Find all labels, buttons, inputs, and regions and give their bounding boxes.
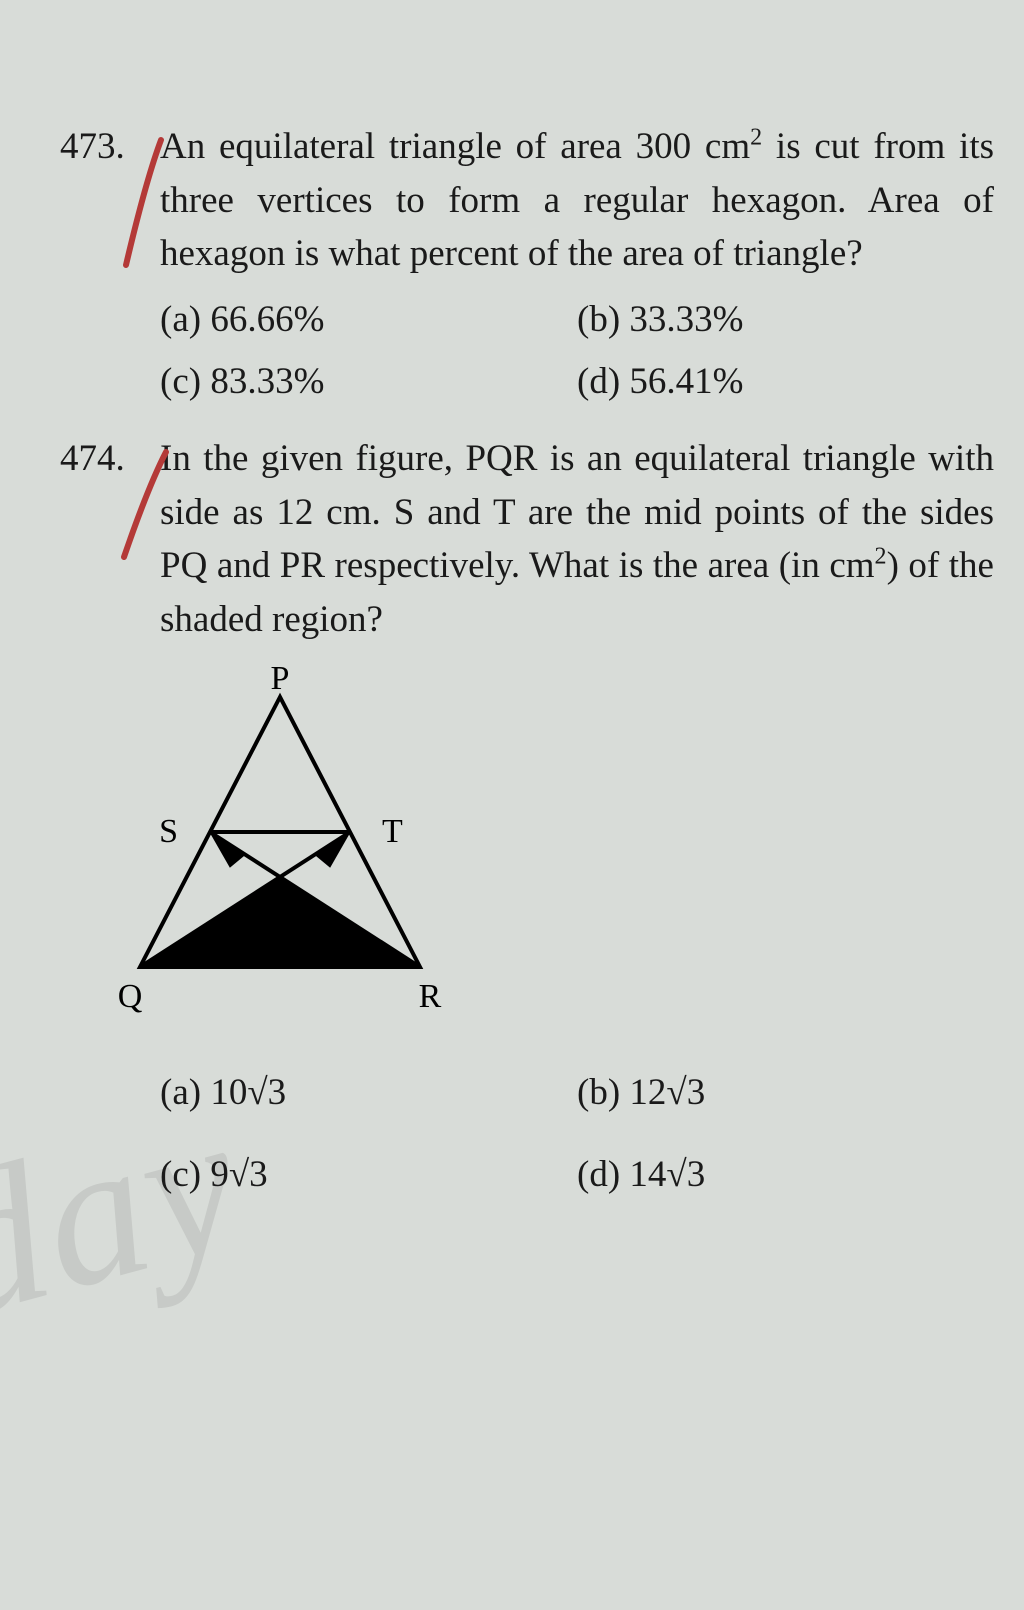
question-474-text: In the given figure, PQR is an equilater… bbox=[160, 432, 994, 647]
question-474: 474. In the given figure, PQR is an equi… bbox=[60, 432, 994, 1205]
figure-label-t: T bbox=[382, 813, 403, 850]
question-474-number: 474. bbox=[60, 432, 160, 486]
figure-label-q: Q bbox=[118, 978, 143, 1015]
option-474-b: (b) 12√3 bbox=[577, 1062, 994, 1124]
question-473: 473. An equilateral triangle of area 300… bbox=[60, 120, 994, 412]
question-473-options: (a) 66.66% (b) 33.33% (c) 83.33% (d) 56.… bbox=[160, 289, 994, 412]
option-474-a: (a) 10√3 bbox=[160, 1062, 577, 1124]
option-474-c: (c) 9√3 bbox=[160, 1144, 577, 1206]
option-473-a: (a) 66.66% bbox=[160, 289, 577, 351]
triangle-figure: P S T Q R bbox=[100, 667, 994, 1043]
figure-label-r: R bbox=[419, 978, 442, 1015]
figure-label-s: S bbox=[159, 813, 178, 850]
option-473-b: (b) 33.33% bbox=[577, 289, 994, 351]
option-474-d: (d) 14√3 bbox=[577, 1144, 994, 1206]
triangle-svg: P S T Q R bbox=[100, 667, 460, 1027]
figure-label-p: P bbox=[271, 667, 290, 697]
page-container: 473. An equilateral triangle of area 300… bbox=[0, 0, 1024, 1206]
question-473-number: 473. bbox=[60, 120, 160, 174]
option-473-c: (c) 83.33% bbox=[160, 351, 577, 413]
question-474-options: (a) 10√3 (b) 12√3 (c) 9√3 (d) 14√3 bbox=[160, 1062, 994, 1205]
option-473-d: (d) 56.41% bbox=[577, 351, 994, 413]
question-473-header: 473. An equilateral triangle of area 300… bbox=[60, 120, 994, 281]
question-473-text: An equilateral triangle of area 300 cm2 … bbox=[160, 120, 994, 281]
question-474-header: 474. In the given figure, PQR is an equi… bbox=[60, 432, 994, 647]
